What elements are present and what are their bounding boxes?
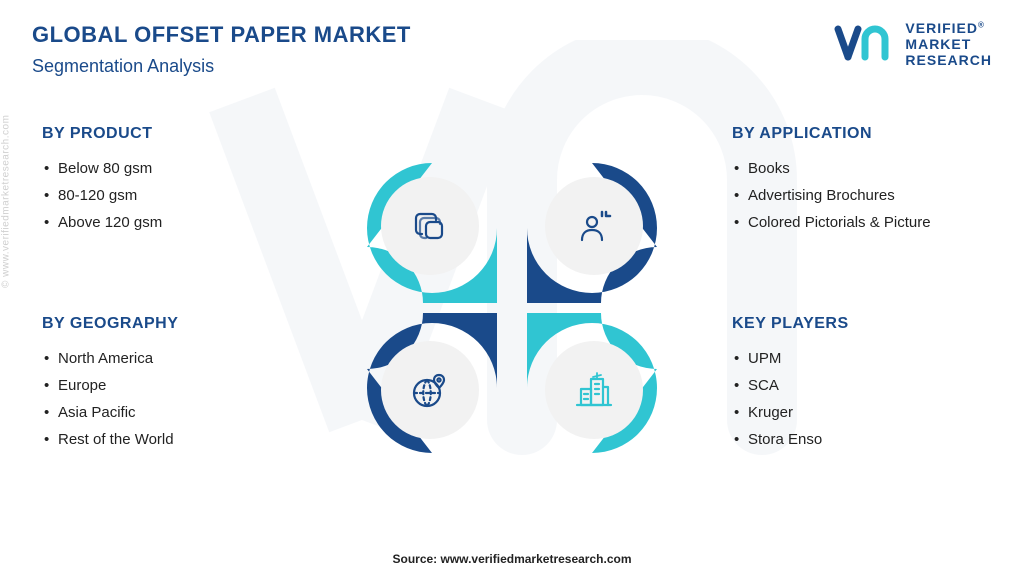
list-item: North America	[42, 345, 302, 372]
center-diagram	[362, 158, 662, 458]
layers-icon	[408, 204, 452, 248]
list-item: SCA	[732, 372, 992, 399]
petal-inner	[545, 341, 643, 439]
list-item: UPM	[732, 345, 992, 372]
petal-product	[367, 163, 507, 303]
list-item: Above 120 gsm	[42, 209, 302, 236]
globe-pin-icon	[407, 367, 453, 413]
buildings-icon	[571, 367, 617, 413]
list-item: Below 80 gsm	[42, 155, 302, 182]
header: GLOBAL OFFSET PAPER MARKET Segmentation …	[32, 22, 411, 77]
logo-line1: VERIFIED	[905, 20, 978, 36]
list-geography: North America Europe Asia Pacific Rest o…	[42, 345, 302, 453]
person-icon	[572, 204, 616, 248]
petal-inner	[545, 177, 643, 275]
section-product: BY PRODUCT Below 80 gsm 80-120 gsm Above…	[42, 125, 302, 236]
page-subtitle: Segmentation Analysis	[32, 56, 411, 77]
section-title-product: BY PRODUCT	[42, 125, 302, 143]
list-item: 80-120 gsm	[42, 182, 302, 209]
section-title-application: BY APPLICATION	[732, 125, 992, 143]
list-application: Books Advertising Brochures Colored Pict…	[732, 155, 992, 236]
list-product: Below 80 gsm 80-120 gsm Above 120 gsm	[42, 155, 302, 236]
list-item: Colored Pictorials & Picture	[732, 209, 992, 236]
list-item: Stora Enso	[732, 426, 992, 453]
logo-mark-icon	[833, 23, 897, 65]
list-item: Advertising Brochures	[732, 182, 992, 209]
list-item: Asia Pacific	[42, 399, 302, 426]
logo-line3: RESEARCH	[905, 52, 992, 68]
list-item: Europe	[42, 372, 302, 399]
list-item: Books	[732, 155, 992, 182]
page-title: GLOBAL OFFSET PAPER MARKET	[32, 22, 411, 48]
section-title-players: KEY PLAYERS	[732, 315, 992, 333]
section-players: KEY PLAYERS UPM SCA Kruger Stora Enso	[732, 315, 992, 453]
brand-logo: VERIFIED® MARKET RESEARCH	[833, 20, 992, 68]
list-item: Kruger	[732, 399, 992, 426]
petal-players	[517, 313, 657, 453]
petal-inner	[381, 341, 479, 439]
petal-application	[517, 163, 657, 303]
section-geography: BY GEOGRAPHY North America Europe Asia P…	[42, 315, 302, 453]
section-title-geography: BY GEOGRAPHY	[42, 315, 302, 333]
content-area: BY PRODUCT Below 80 gsm 80-120 gsm Above…	[0, 115, 1024, 536]
petal-geography	[367, 313, 507, 453]
section-application: BY APPLICATION Books Advertising Brochur…	[732, 125, 992, 236]
logo-line2: MARKET	[905, 36, 992, 52]
list-item: Rest of the World	[42, 426, 302, 453]
logo-text: VERIFIED® MARKET RESEARCH	[905, 20, 992, 68]
trademark-icon: ®	[978, 20, 985, 29]
list-players: UPM SCA Kruger Stora Enso	[732, 345, 992, 453]
petal-inner	[381, 177, 479, 275]
source-text: Source: www.verifiedmarketresearch.com	[393, 552, 632, 566]
